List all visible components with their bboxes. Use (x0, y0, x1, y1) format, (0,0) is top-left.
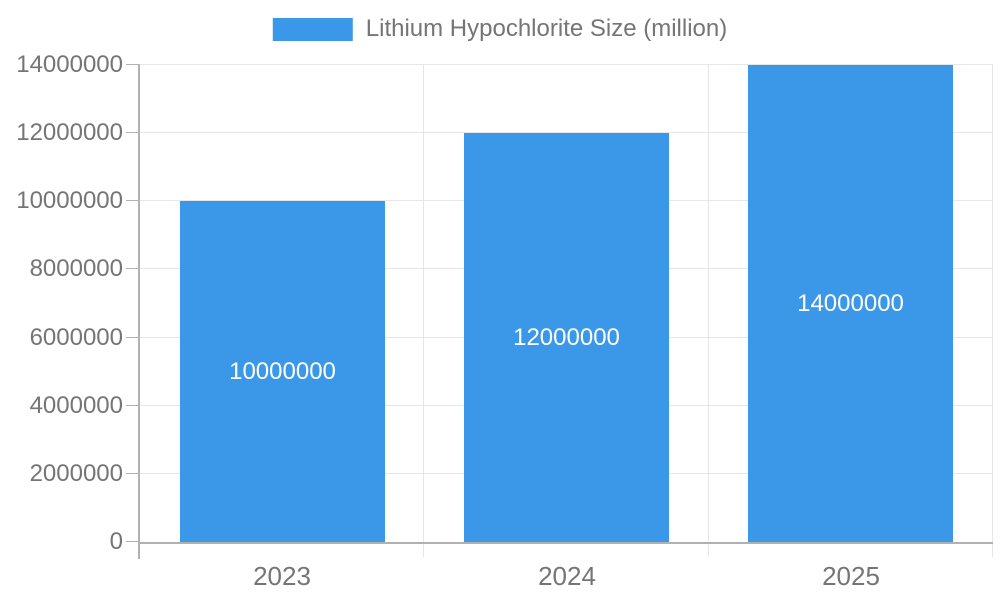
bar[interactable] (748, 65, 953, 542)
v-gridline (992, 65, 993, 557)
y-axis-label: 14000000 (16, 51, 123, 78)
y-tick-mark (126, 64, 140, 65)
y-axis-label: 12000000 (16, 119, 123, 146)
bar-value-label: 10000000 (229, 358, 336, 385)
y-tick-mark (126, 541, 140, 542)
y-axis-label: 8000000 (29, 255, 123, 282)
y-tick-mark (126, 200, 140, 201)
legend: Lithium Hypochlorite Size (million) (272, 15, 728, 43)
bar[interactable] (464, 133, 669, 542)
y-tick-mark (126, 132, 140, 133)
y-axis-label: 10000000 (16, 187, 123, 214)
bar[interactable] (180, 201, 385, 542)
x-axis-label: 2023 (253, 561, 311, 591)
v-gridline (708, 65, 709, 557)
y-axis-line (138, 65, 140, 559)
y-axis-label: 0 (109, 528, 123, 555)
bar-value-label: 12000000 (513, 324, 620, 351)
legend-label: Lithium Hypochlorite Size (million) (365, 15, 728, 42)
bar-value-label: 14000000 (797, 290, 904, 317)
y-axis-label: 6000000 (29, 324, 123, 351)
v-gridline (423, 65, 424, 557)
y-axis-label: 4000000 (29, 392, 123, 419)
legend-swatch (272, 17, 353, 41)
x-axis-label: 2024 (538, 561, 596, 591)
y-tick-mark (126, 337, 140, 338)
y-tick-mark (126, 268, 140, 269)
x-axis-line (138, 542, 993, 544)
y-tick-mark (126, 473, 140, 474)
y-tick-mark (126, 405, 140, 406)
y-gridline (140, 132, 993, 133)
x-axis-label: 2025 (822, 561, 880, 591)
y-axis-label: 2000000 (29, 460, 123, 487)
y-gridline (140, 64, 993, 65)
